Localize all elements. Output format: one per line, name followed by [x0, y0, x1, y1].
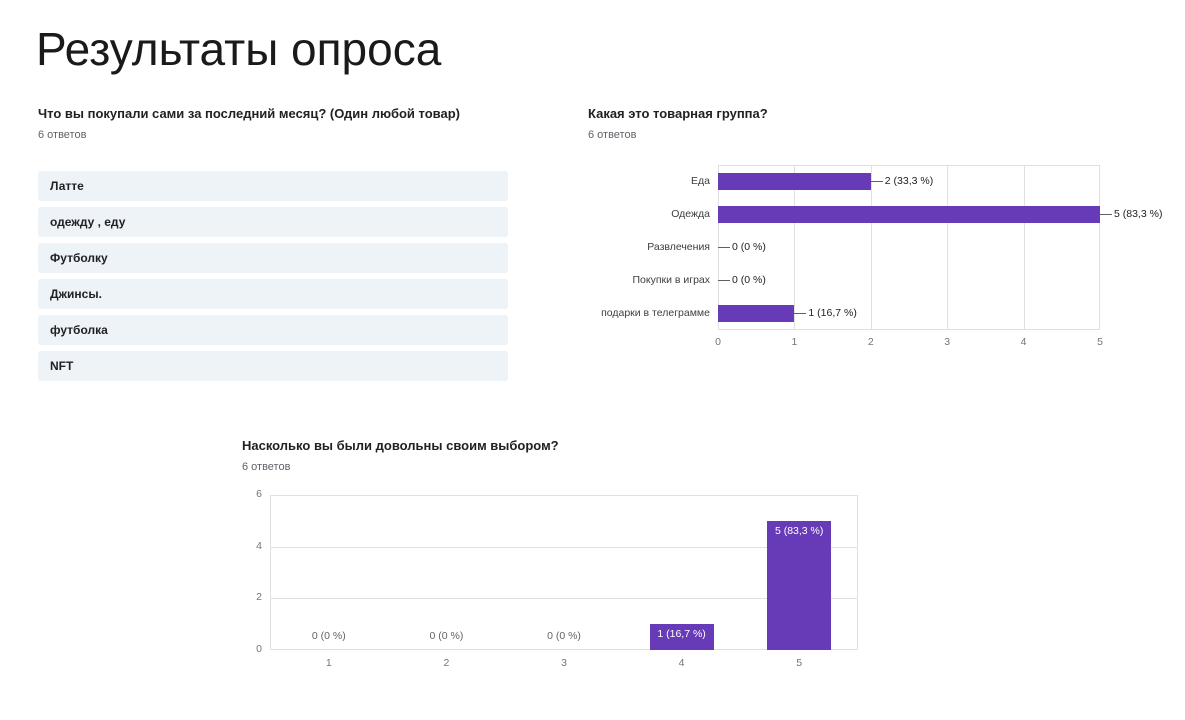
axis-tick-label: 6: [256, 487, 262, 500]
responses-count: 6 ответов: [588, 128, 637, 141]
axis-tick-label: 2: [867, 335, 874, 348]
value-label: 5 (83,3 %): [774, 524, 824, 537]
list-item: NFT: [38, 350, 508, 381]
plot-area: [270, 494, 858, 650]
text-question-block: Что вы покупали сами за последний месяц?…: [38, 106, 508, 387]
axis-tick-label: 5: [1097, 335, 1103, 348]
list-item: одежду , еду: [38, 206, 508, 237]
responses-count: 6 ответов: [38, 128, 87, 141]
category-label: Еда: [691, 174, 710, 187]
gridline: [1023, 164, 1025, 330]
question-title: Насколько вы были довольны своим выбором…: [242, 438, 559, 453]
callout-line: [794, 313, 807, 315]
list-item: Футболку: [38, 242, 508, 273]
bar: [718, 304, 795, 322]
callout-line: [718, 280, 730, 282]
callout-line: [1100, 214, 1112, 216]
group-question-block: Какая это товарная группа? 6 ответов 0 1 2…: [588, 106, 1183, 360]
gridline: [947, 164, 949, 330]
axis-tick-label: 4: [1020, 335, 1027, 348]
value-label: 0 (0 %): [429, 629, 464, 642]
callout-line: [718, 247, 730, 249]
value-label: 1 (16,7 %): [657, 628, 706, 641]
horizontal-bar-chart: 0 1 2 3 4 5 Еда 2 (33,3 %) Одежда 5 (83,3 %) Развл…: [588, 164, 1183, 360]
question-title: Какая это товарная группа?: [588, 106, 768, 121]
value-label: 0 (0 %): [732, 273, 766, 286]
answers-list: Латте одежду , еду Футболку Джинсы. футболка…: [38, 170, 508, 381]
gridline: [270, 546, 858, 548]
plot-area: [718, 164, 1100, 330]
axis-tick-label: 0: [715, 335, 721, 348]
value-label: 0 (0 %): [311, 629, 346, 642]
value-label: 2 (33,3 %): [884, 174, 934, 187]
axis-tick-label: 1: [325, 656, 332, 669]
axis-tick-label: 0: [256, 642, 262, 655]
value-label: 0 (0 %): [732, 240, 766, 253]
axis-tick-label: 5: [796, 656, 803, 669]
axis-tick-label: 1: [791, 335, 798, 348]
gridline: [270, 598, 858, 600]
axis-tick-label: 4: [256, 539, 262, 552]
category-label: Развлечения: [647, 240, 710, 253]
satisfaction-question-block: Насколько вы были довольны своим выбором…: [242, 438, 882, 679]
vertical-bar-chart: 0 2 4 6 0 (0 %) 1 0 (0 %) 2 0 (0 %) 3 1 (16,7 %) 4 5…: [242, 487, 882, 679]
question-title: Что вы покупали сами за последний месяц?…: [38, 106, 460, 121]
bar: [718, 205, 1100, 223]
gridline: [794, 164, 796, 330]
bar: [649, 624, 714, 650]
axis-tick-label: 3: [944, 335, 951, 348]
list-item: Латте: [38, 170, 508, 201]
category-label: подарки в телеграмме: [601, 306, 710, 319]
list-item: Джинсы.: [38, 278, 508, 309]
value-label: 0 (0 %): [547, 629, 581, 642]
list-item: футболка: [38, 314, 508, 345]
bar: [718, 172, 871, 190]
category-label: Одежда: [671, 207, 710, 220]
value-label: 1 (16,7 %): [808, 306, 857, 319]
callout-line: [870, 181, 883, 183]
category-label: Покупки в играх: [632, 273, 710, 286]
axis-tick-label: 3: [561, 656, 567, 669]
gridline: [870, 164, 872, 330]
value-label: 5 (83,3 %): [1114, 207, 1163, 220]
axis-tick-label: 4: [678, 656, 685, 669]
responses-count: 6 ответов: [242, 460, 291, 473]
page-title: Результаты опроса: [36, 23, 442, 75]
axis-tick-label: 2: [443, 656, 450, 669]
axis-tick-label: 2: [256, 591, 262, 604]
bar: [767, 520, 832, 650]
